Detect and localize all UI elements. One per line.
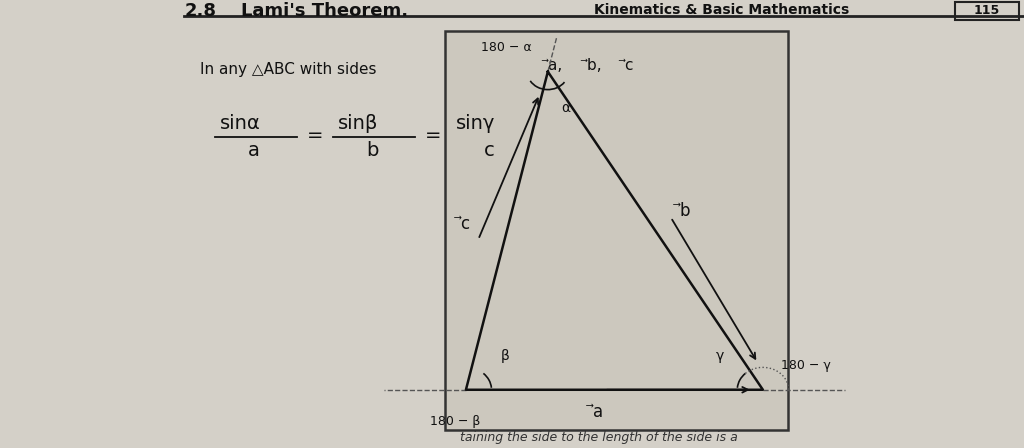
Text: Lami's Theorem.: Lami's Theorem. xyxy=(241,2,408,20)
Text: γ: γ xyxy=(716,349,724,363)
Text: a: a xyxy=(248,141,260,159)
Text: 2.8: 2.8 xyxy=(184,2,216,20)
Text: Kinematics & Basic Mathematics: Kinematics & Basic Mathematics xyxy=(594,3,849,17)
FancyBboxPatch shape xyxy=(955,2,1019,20)
Text: sinβ: sinβ xyxy=(338,114,378,133)
Text: ⃗b: ⃗b xyxy=(681,202,691,220)
Text: 180 − β: 180 − β xyxy=(430,414,480,428)
Text: sinα: sinα xyxy=(220,114,261,133)
Text: taining the side to the length of the side is a: taining the side to the length of the si… xyxy=(460,431,737,444)
Text: =: = xyxy=(425,126,441,145)
Text: =: = xyxy=(307,126,324,145)
Text: ⃗c: ⃗c xyxy=(462,215,470,233)
Text: ⃗b,: ⃗b, xyxy=(587,58,601,73)
Bar xyxy=(445,31,788,430)
Text: ⃗a,: ⃗a, xyxy=(548,58,562,73)
Text: 115: 115 xyxy=(974,4,1000,17)
Text: b: b xyxy=(367,141,379,159)
Text: sinγ: sinγ xyxy=(456,114,495,133)
Text: ⃗c: ⃗c xyxy=(626,58,634,73)
Text: β: β xyxy=(501,349,509,363)
Text: 180 − γ: 180 − γ xyxy=(781,358,831,372)
Text: 180 − α: 180 − α xyxy=(481,40,531,54)
Text: α: α xyxy=(562,100,570,115)
Text: In any △ABC with sides: In any △ABC with sides xyxy=(200,62,386,77)
Text: ⃗a: ⃗a xyxy=(594,403,604,421)
Text: c: c xyxy=(484,141,495,159)
